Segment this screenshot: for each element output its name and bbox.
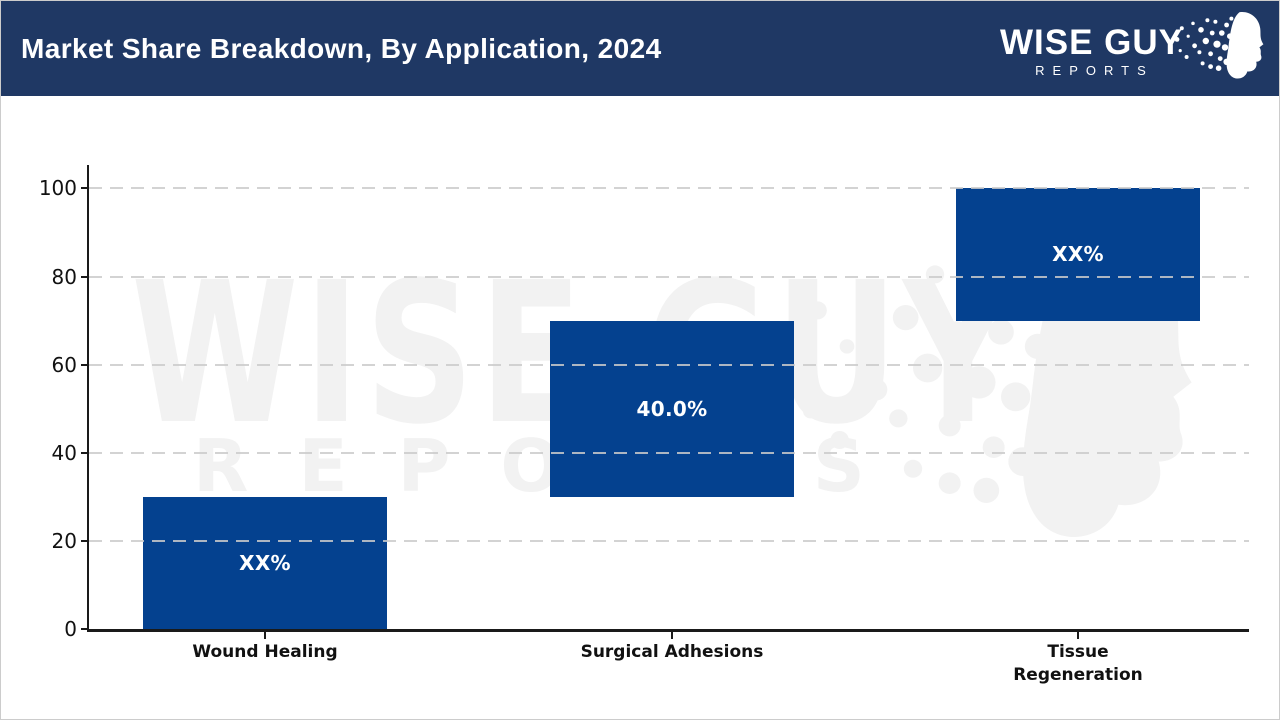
category-label: Wound Healing xyxy=(192,642,338,662)
y-axis-tick xyxy=(81,275,88,278)
market-share-bar: 40.0% xyxy=(550,320,794,497)
logo-text: WISE GUY REPORTS xyxy=(999,23,1183,79)
y-axis-tick-label: 20 xyxy=(51,528,77,553)
y-gridline xyxy=(89,451,1249,454)
bar-value-label: 40.0% xyxy=(636,396,708,421)
bar-value-label: XX% xyxy=(1052,242,1104,267)
y-axis-tick xyxy=(81,363,88,366)
y-axis-tick-label: 80 xyxy=(51,264,77,289)
y-gridline xyxy=(89,539,1249,542)
y-gridline xyxy=(89,187,1249,190)
y-axis-tick xyxy=(81,628,88,630)
header-band: Market Share Breakdown, By Application, … xyxy=(1,1,1279,96)
market-share-bar: XX% xyxy=(956,188,1200,321)
logo-subtitle: REPORTS xyxy=(1035,63,1154,78)
page-title: Market Share Breakdown, By Application, … xyxy=(21,32,662,64)
y-axis-tick xyxy=(81,451,88,454)
x-axis-tick xyxy=(1077,632,1079,639)
market-share-bar: XX% xyxy=(143,496,387,629)
y-axis-spine xyxy=(87,165,89,629)
wiseguy-logo: WISE GUY REPORTS xyxy=(997,5,1265,93)
y-axis-tick-label: 0 xyxy=(64,617,77,641)
y-axis-tick-label: 60 xyxy=(51,352,77,377)
category-label: Tissue Regeneration xyxy=(1013,642,1143,685)
chart-area: WISE GUY REPORTS 020406080100XX%40.0%XX%… xyxy=(1,96,1279,719)
x-axis-tick xyxy=(264,632,266,639)
y-axis-tick-label: 40 xyxy=(51,440,77,465)
logo-face-icon xyxy=(1174,11,1264,79)
logo-wordmark: WISE GUY xyxy=(999,23,1183,62)
y-axis-tick xyxy=(81,187,88,190)
y-gridline xyxy=(89,363,1249,366)
y-axis-tick-label: 100 xyxy=(38,176,77,201)
y-axis-tick xyxy=(81,539,88,542)
y-gridline xyxy=(89,275,1249,278)
x-axis-spine xyxy=(87,629,1249,632)
x-axis-tick xyxy=(671,632,673,639)
bar-value-label: XX% xyxy=(239,550,291,575)
category-label: Surgical Adhesions xyxy=(580,642,764,662)
